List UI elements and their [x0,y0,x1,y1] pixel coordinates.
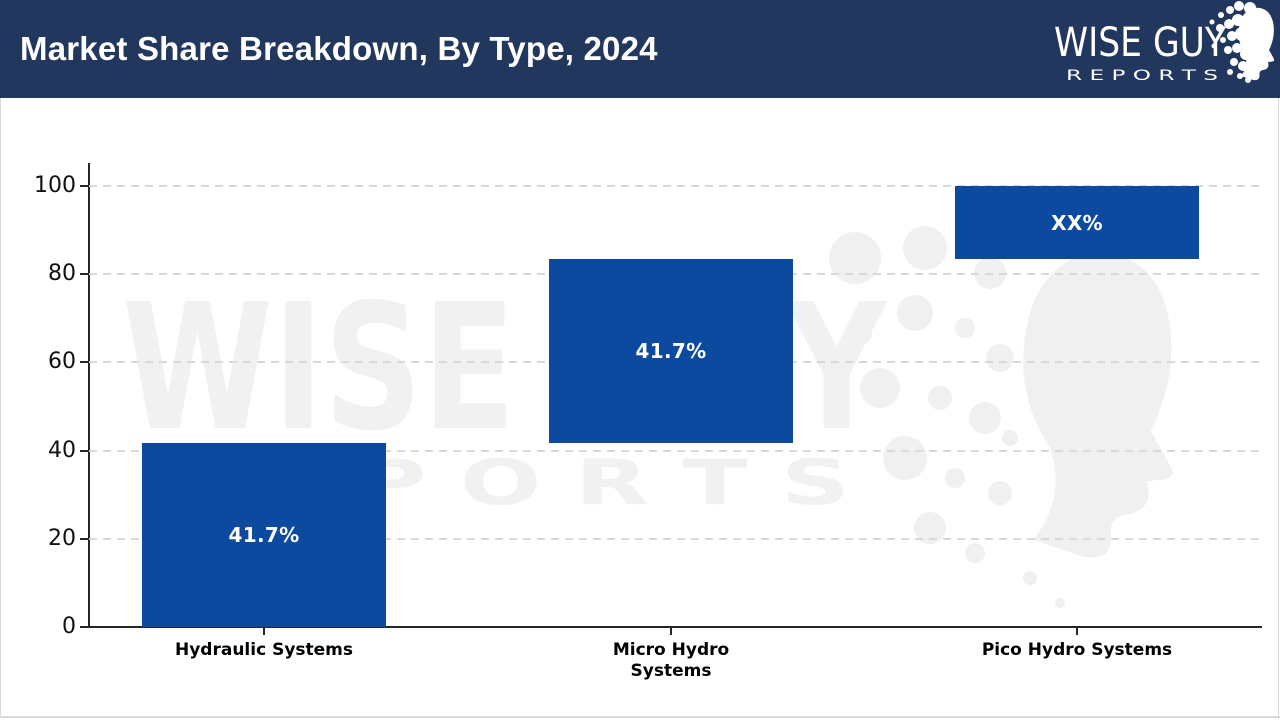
y-axis-spine [88,163,90,627]
x-tick-2 [670,628,672,635]
logo-dots-icon [1209,1,1271,83]
y-tick-0 [80,626,88,628]
x-tick-1 [263,628,265,635]
gridline-20 [89,537,1262,540]
watermark-dots-icon [829,226,1065,608]
y-tick-60 [80,361,88,364]
gridline-100 [89,185,1262,187]
y-tick-label-40: 40 [48,437,76,463]
header-bar: Market Share Breakdown, By Type, 2024 WI… [0,0,1280,98]
y-tick-label-0: 0 [62,614,76,639]
category-label-2: Micro Hydro Systems [612,640,730,681]
page-frame-left [0,98,1,717]
y-tick-20 [80,537,88,540]
y-tick-label-60: 60 [48,349,76,375]
y-tick-100 [80,185,88,187]
x-axis-spine [82,626,1262,628]
y-tick-80 [80,273,88,276]
chart-plot-area: WISE GUY R E P O R T S 0 20 40 60 80 100 41.7%… [0,98,1280,720]
wise-guy-reports-logo: WISE GUY R E P O R T S [1054,1,1274,84]
category-label-1: Hydraulic Systems [174,640,354,660]
logo-subtext: R E P O R T S [1066,68,1218,84]
bar-value-label-1: 41.7% [228,523,300,548]
category-label-3: Pico Hydro Systems [981,640,1173,660]
y-tick-label-100: 100 [34,173,76,198]
y-tick-label-20: 20 [48,525,76,551]
bar-1: 41.7% [142,443,386,627]
y-tick-40 [80,449,88,452]
bar-value-label-3: XX% [1051,210,1103,235]
bar-value-label-2: 41.7% [635,339,707,364]
page-title: Market Share Breakdown, By Type, 2024 [20,30,658,67]
bar-2: 41.7% [549,259,793,444]
y-tick-label-80: 80 [48,261,76,287]
logo-wordmark: WISE GUY [1054,20,1226,66]
x-tick-3 [1076,628,1078,635]
page-frame-right [1278,98,1279,717]
bar-3: XX% [955,186,1199,260]
page-frame-bottom [0,716,1280,718]
watermark-face-icon [1023,253,1173,558]
gridline-40 [89,449,1262,452]
